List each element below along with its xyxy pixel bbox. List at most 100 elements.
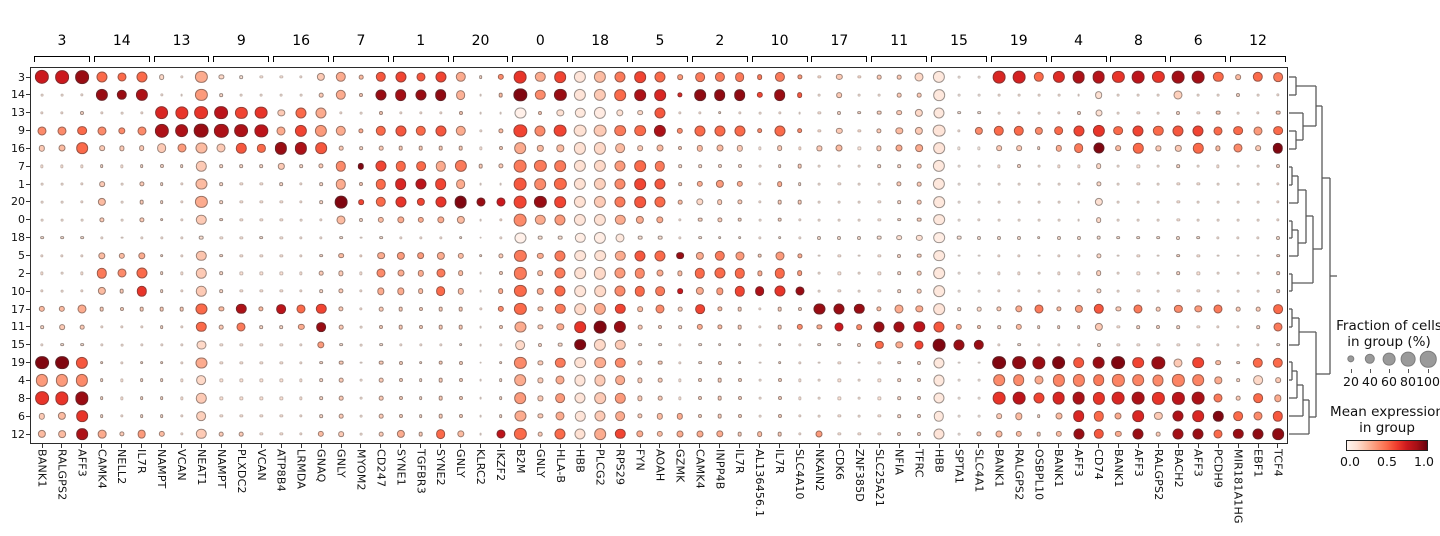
gene-tick <box>101 444 103 448</box>
dot <box>775 250 785 261</box>
dot <box>239 431 244 437</box>
expression-tick-label: 0.0 <box>1340 454 1360 469</box>
dot <box>120 325 124 329</box>
dot <box>535 214 546 226</box>
row-tick <box>26 415 30 417</box>
dot <box>1176 235 1181 240</box>
dot <box>537 413 543 419</box>
dot <box>895 144 903 152</box>
dot <box>297 323 305 331</box>
dot <box>797 378 802 383</box>
dot <box>79 324 85 330</box>
dot <box>99 164 104 169</box>
dot <box>996 306 1002 312</box>
dot <box>259 360 263 365</box>
dot <box>438 324 444 330</box>
expression-legend-title-line1: Mean expression <box>1330 404 1440 420</box>
gene-tick <box>1257 444 1259 448</box>
group-label: 1 <box>416 33 426 49</box>
dot <box>854 303 865 315</box>
dot <box>1213 429 1223 439</box>
gene-label: VCAN <box>175 449 189 481</box>
dot <box>1037 343 1041 347</box>
dot <box>1256 325 1260 329</box>
dot <box>717 217 723 223</box>
dot <box>479 414 482 418</box>
dot <box>116 89 127 101</box>
dot <box>877 414 881 418</box>
gene-tick <box>838 444 840 448</box>
dot <box>479 361 482 365</box>
dot <box>1092 374 1105 387</box>
dot <box>1017 111 1021 115</box>
dot <box>60 218 64 222</box>
row-tick <box>26 237 30 239</box>
dot <box>1173 90 1183 100</box>
dot <box>574 338 587 351</box>
dot <box>513 88 528 102</box>
dot <box>1216 235 1220 240</box>
dot <box>657 395 663 401</box>
dot <box>554 177 567 191</box>
dot <box>837 200 841 204</box>
dot <box>1132 428 1144 440</box>
dot <box>977 164 981 168</box>
dot <box>137 251 146 260</box>
gene-tick <box>81 444 83 448</box>
dot <box>418 146 424 151</box>
expression-tick-label: 0.5 <box>1377 454 1397 469</box>
dot <box>1232 428 1244 440</box>
dot <box>139 217 145 223</box>
dot <box>758 111 762 115</box>
dot <box>594 195 607 209</box>
dot <box>637 324 643 330</box>
dot <box>915 108 924 117</box>
dot <box>1015 145 1022 152</box>
dot <box>398 360 403 365</box>
dot <box>276 126 286 136</box>
dot <box>1095 252 1102 259</box>
dot <box>717 395 723 401</box>
dot <box>514 285 527 298</box>
dot <box>334 195 348 209</box>
dot <box>996 235 1001 240</box>
dot <box>1215 110 1221 116</box>
dot <box>259 200 263 204</box>
dot <box>1216 164 1220 168</box>
dot <box>514 70 527 84</box>
dot <box>677 74 683 80</box>
dot <box>634 71 646 83</box>
dot <box>478 307 483 311</box>
dot <box>1273 72 1283 82</box>
gene-tick <box>1197 444 1199 448</box>
gene-label: SPTA1 <box>952 449 966 485</box>
dot <box>698 235 702 240</box>
dot <box>179 378 184 383</box>
dot <box>797 414 802 418</box>
gene-tick <box>659 444 661 448</box>
dot <box>1094 322 1103 332</box>
dot <box>717 306 723 312</box>
row-label: 19 <box>11 356 25 370</box>
dot <box>99 378 104 383</box>
dot <box>179 325 184 329</box>
dot <box>120 182 124 186</box>
dot <box>678 325 682 329</box>
dot <box>594 285 606 298</box>
dot <box>359 111 363 115</box>
dot <box>678 378 682 383</box>
dot <box>613 320 627 334</box>
dot <box>295 107 307 119</box>
dot <box>96 71 108 83</box>
dot <box>637 359 643 366</box>
dot <box>513 123 528 138</box>
gene-tick <box>1117 444 1119 448</box>
dot <box>395 89 407 101</box>
dot <box>933 374 945 386</box>
dot <box>777 431 782 437</box>
dot <box>1256 289 1260 293</box>
gene-label: TFRC <box>912 449 926 478</box>
dot <box>1236 378 1240 383</box>
dot <box>318 92 324 98</box>
fraction-legend-dot <box>1382 352 1396 366</box>
